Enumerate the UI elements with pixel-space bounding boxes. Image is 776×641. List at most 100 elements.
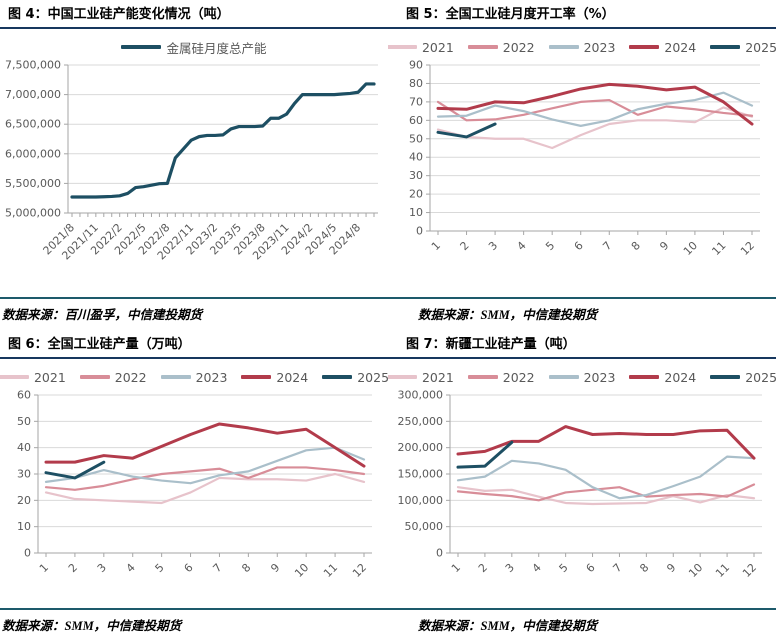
legend-label: 2024 (664, 39, 697, 55)
figure7-legend: 2021 2022 2023 2024 2025 (388, 369, 776, 385)
svg-text:4: 4 (124, 561, 138, 575)
svg-text:9: 9 (268, 561, 282, 575)
legend-item-2022: 2022 (467, 40, 535, 55)
svg-text:30: 30 (409, 169, 423, 182)
legend-item-2021: 2021 (0, 370, 66, 385)
legend-item-2023: 2023 (548, 369, 616, 385)
svg-text:10: 10 (686, 561, 705, 580)
svg-text:90: 90 (409, 59, 423, 72)
legend-swatch-icon (322, 375, 353, 379)
figure4-line-chart: 5,000,000 5,500,000 6,000,000 6,500,000 7,00… (5, 59, 378, 262)
legend-item-2023: 2023 (548, 39, 616, 55)
svg-text:4: 4 (530, 561, 544, 575)
svg-text:6: 6 (572, 239, 586, 253)
legend-swatch-icon (467, 375, 498, 379)
svg-text:50: 50 (409, 132, 423, 145)
svg-text:3: 3 (486, 239, 500, 253)
legend-label: 2023 (583, 39, 616, 55)
svg-text:11: 11 (321, 561, 340, 580)
svg-text:100,000: 100,000 (398, 494, 444, 507)
svg-text:5: 5 (557, 561, 571, 575)
legend-item-金属硅月度总产能: 金属硅月度总产能 (121, 38, 267, 57)
figure4-title: 图 4：中国工业硅产能变化情况（吨） (8, 7, 230, 22)
legend-label: 2025 (745, 39, 776, 55)
svg-text:2: 2 (458, 239, 472, 253)
figure5-title: 图 5：全国工业硅月度开工率（%） (406, 7, 615, 22)
svg-text:300,000: 300,000 (398, 389, 444, 402)
svg-text:3: 3 (503, 561, 517, 575)
legend-label: 2023 (583, 369, 616, 385)
svg-text:60: 60 (409, 114, 423, 127)
figure5-panel: 图 5：全国工业硅月度开工率（%） 2021 2022 2023 2024 2025 0… (388, 0, 776, 330)
legend-item-2022: 2022 (467, 370, 535, 385)
svg-text:150,000: 150,000 (398, 468, 444, 481)
svg-text:250,000: 250,000 (398, 415, 444, 428)
svg-text:40: 40 (17, 441, 31, 454)
source-rule (388, 608, 776, 610)
legend-item-2025: 2025 (322, 370, 388, 385)
legend-swatch-icon (0, 375, 29, 379)
svg-text:5: 5 (153, 561, 167, 575)
svg-text:20: 20 (17, 494, 31, 507)
legend-swatch-icon (79, 375, 110, 379)
legend-swatch-icon (160, 375, 191, 379)
legend-swatch-icon (121, 45, 162, 49)
figure7-panel: 图 7：新疆工业硅产量（吨） 2021 2022 2023 2024 2025 0 50,… (388, 330, 776, 641)
chart-row-top: 图 4：中国工业硅产能变化情况（吨） 金属硅月度总产能 5,000,000 5,5… (0, 0, 776, 330)
svg-text:8: 8 (239, 561, 253, 575)
svg-text:7: 7 (610, 561, 624, 575)
legend-swatch-icon (548, 45, 579, 49)
figure4-data-source: 数据来源：百川盈孚，中信建投期货 (2, 308, 203, 322)
legend-label: 金属硅月度总产能 (166, 40, 267, 56)
legend-item-2025: 2025 (710, 370, 776, 385)
legend-item-2024: 2024 (629, 370, 696, 385)
svg-text:6,000,000: 6,000,000 (5, 147, 61, 160)
legend-label: 2022 (114, 369, 147, 385)
svg-text:0: 0 (436, 547, 443, 560)
svg-text:7,000,000: 7,000,000 (5, 88, 61, 101)
svg-text:12: 12 (740, 561, 759, 580)
svg-text:10: 10 (409, 206, 423, 219)
svg-text:50: 50 (17, 415, 31, 428)
svg-text:7: 7 (210, 561, 224, 575)
svg-text:1: 1 (37, 561, 51, 575)
title-rule (388, 27, 776, 29)
figure6-title: 图 6：全国工业硅产量（万吨） (8, 337, 191, 352)
svg-text:60: 60 (17, 389, 31, 402)
svg-text:11: 11 (709, 239, 728, 258)
legend-label: 2021 (421, 39, 454, 55)
svg-text:40: 40 (409, 151, 423, 164)
legend-item-2024: 2024 (241, 370, 308, 385)
title-rule (0, 357, 388, 359)
chart-row-bottom: 图 6：全国工业硅产量（万吨） 2021 2022 2023 2024 2025 0 10… (0, 330, 776, 641)
svg-text:200,000: 200,000 (398, 441, 444, 454)
figure6-panel: 图 6：全国工业硅产量（万吨） 2021 2022 2023 2024 2025 0 10… (0, 330, 388, 641)
legend-swatch-icon (710, 45, 741, 49)
legend-item-2021: 2021 (388, 370, 454, 385)
legend-label: 2021 (33, 369, 66, 385)
legend-swatch-icon (629, 45, 660, 49)
svg-text:80: 80 (409, 77, 423, 90)
svg-text:10: 10 (292, 561, 311, 580)
legend-item-2024: 2024 (629, 40, 696, 55)
svg-text:70: 70 (409, 95, 423, 108)
svg-text:5,500,000: 5,500,000 (5, 177, 61, 190)
svg-text:12: 12 (350, 561, 369, 580)
svg-text:0: 0 (24, 547, 31, 560)
svg-text:30: 30 (17, 468, 31, 481)
title-rule (388, 357, 776, 359)
figure7-title: 图 7：新疆工业硅产量（吨） (406, 337, 576, 352)
svg-text:7: 7 (600, 239, 614, 253)
legend-swatch-icon (629, 375, 660, 379)
legend-label: 2025 (357, 369, 388, 385)
svg-text:1: 1 (429, 239, 443, 253)
legend-label: 2023 (195, 369, 228, 385)
svg-text:11: 11 (713, 561, 732, 580)
svg-text:8: 8 (637, 561, 651, 575)
legend-label: 2024 (276, 369, 309, 385)
legend-label: 2021 (421, 369, 454, 385)
source-rule (388, 297, 776, 299)
svg-text:8: 8 (629, 239, 643, 253)
